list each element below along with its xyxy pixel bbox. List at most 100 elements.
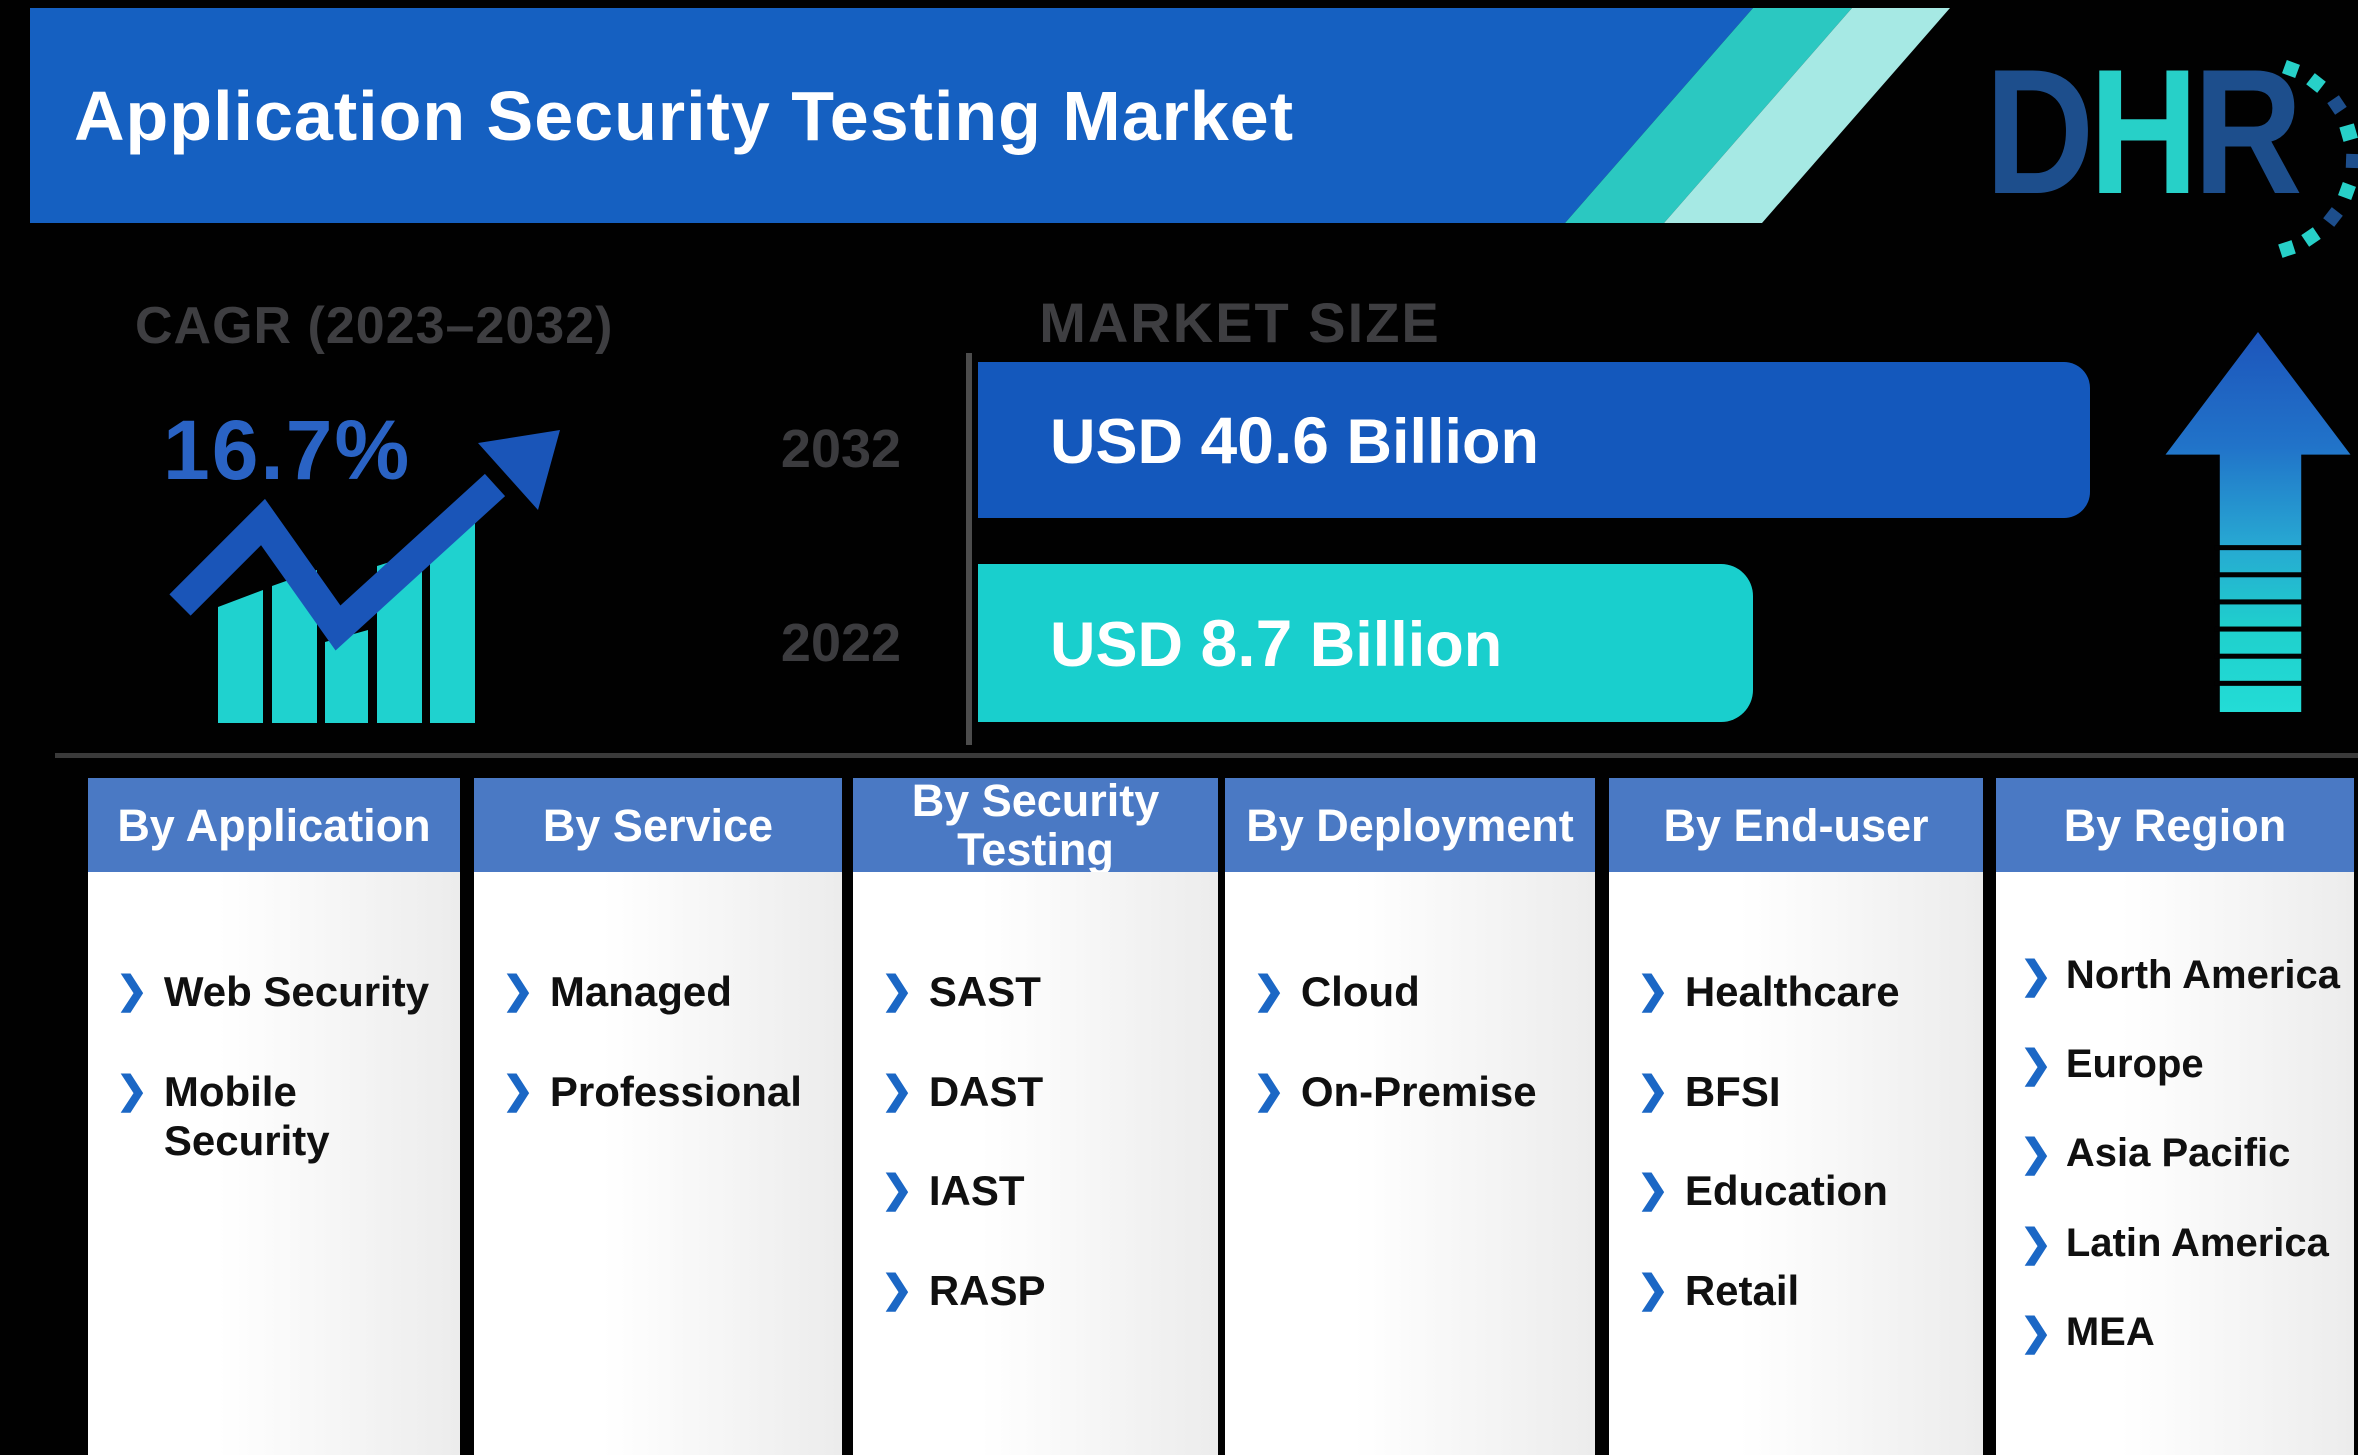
list-item: ❯ North America (2020, 952, 2354, 999)
segment-column-by-application: By Application ❯ Web Security ❯ Mobile Secur… (88, 778, 460, 1455)
list-item: ❯ RASP (881, 1266, 1218, 1316)
list-item: ❯ On-Premise (1253, 1067, 1595, 1117)
list-item: ❯ Professional (502, 1067, 842, 1117)
page-title: Application Security Testing Market (74, 76, 1295, 155)
column-header: By End-user (1609, 778, 1983, 872)
logo-burst-icon (2278, 60, 2358, 258)
column-header: By Application (88, 778, 460, 872)
chevron-right-icon: ❯ (116, 1069, 148, 1112)
column-body: ❯ Managed ❯ Professional (474, 872, 842, 1455)
column-body: ❯ SAST ❯ DAST ❯ IAST ❯ RASP (853, 872, 1218, 1455)
column-body: ❯ North America ❯ Europe ❯ Asia Pacific ❯ Latin… (1996, 872, 2354, 1455)
market-size-bar-2032: USD 40.6 Billion (978, 362, 2090, 518)
chevron-right-icon: ❯ (1637, 970, 1669, 1012)
banner-shape (30, 8, 1950, 223)
logo-letter-d: D (1985, 32, 2094, 231)
chevron-right-icon: ❯ (881, 970, 913, 1012)
list-item-label: BFSI (1684, 1067, 1781, 1115)
segment-column-by-service: By Service ❯ Managed ❯ Professional (474, 778, 842, 1455)
chevron-right-icon: ❯ (2020, 955, 2052, 997)
bar-value-text: USD 40.6 Billion (978, 402, 1539, 478)
list-item: ❯ Retail (1637, 1266, 1983, 1316)
chevron-right-icon: ❯ (502, 970, 534, 1012)
chevron-right-icon: ❯ (1253, 1069, 1285, 1112)
chevron-right-icon: ❯ (1253, 970, 1285, 1012)
chevron-right-icon: ❯ (1637, 1169, 1669, 1212)
chevron-right-icon: ❯ (1637, 1268, 1669, 1311)
chevron-right-icon: ❯ (881, 1069, 913, 1112)
section-divider (55, 753, 2358, 758)
chevron-right-icon: ❯ (1637, 1069, 1669, 1112)
usd-prefix: USD (1050, 407, 1184, 477)
list-item-label: MEA (2065, 1309, 2155, 1354)
list-item: ❯ Managed (502, 967, 842, 1017)
list-item-label: RASP (928, 1266, 1046, 1314)
logo-letter-h: H (2089, 32, 2198, 231)
title-banner: Application Security Testing Market (30, 8, 2358, 223)
list-item-label: On-Premise (1300, 1067, 1537, 1115)
year-label-2022: 2022 (780, 613, 902, 673)
list-item: ❯ Web Security (116, 967, 460, 1017)
chevron-right-icon: ❯ (116, 970, 148, 1012)
column-body: ❯ Healthcare ❯ BFSI ❯ Education ❯ Retail (1609, 872, 1983, 1455)
up-arrow-icon (2165, 332, 2351, 712)
list-item-label: North America (2065, 953, 2340, 997)
chevron-right-icon: ❯ (2020, 1044, 2052, 1087)
list-item-label: IAST (928, 1167, 1025, 1215)
unit-suffix: Billion (1309, 610, 1503, 680)
year-label-2032: 2032 (780, 419, 902, 479)
chevron-right-icon: ❯ (2020, 1311, 2052, 1354)
column-header: By Security Testing (853, 775, 1218, 875)
segment-column-by-end-user: By End-user ❯ Healthcare ❯ BFSI ❯ Education ❯ Re… (1609, 778, 1983, 1455)
column-title: By Deployment (1246, 799, 1574, 851)
value-number: 40.6 (1200, 403, 1329, 477)
list-item: ❯ Healthcare (1637, 967, 1983, 1017)
list-item: ❯ Europe (2020, 1041, 2354, 1088)
list-item-label: Web Security (163, 968, 430, 1015)
list-item-label: Europe (2065, 1042, 2204, 1087)
list-item: ❯ Asia Pacific (2020, 1130, 2354, 1177)
segment-column-by-deployment: By Deployment ❯ Cloud ❯ On-Premise (1225, 778, 1595, 1455)
list-item: ❯ DAST (881, 1067, 1218, 1117)
list-item: ❯ Latin America (2020, 1220, 2354, 1267)
list-item: ❯ Education (1637, 1166, 1983, 1216)
unit-suffix: Billion (1346, 407, 1539, 477)
value-number: 8.7 (1200, 606, 1293, 680)
column-body: ❯ Web Security ❯ Mobile Security (88, 872, 460, 1455)
column-title: By Application (117, 799, 431, 851)
column-header: By Service (474, 778, 842, 872)
column-title: By Region (2063, 799, 2287, 851)
column-title: By Security Testing (911, 775, 1160, 875)
column-body: ❯ Cloud ❯ On-Premise (1225, 872, 1595, 1455)
list-item-label: Retail (1684, 1266, 1800, 1314)
list-item: ❯ Cloud (1253, 967, 1595, 1017)
list-item-label: Healthcare (1684, 968, 1900, 1015)
list-item-label: Asia Pacific (2065, 1131, 2291, 1176)
list-item-label: SAST (928, 968, 1041, 1015)
cagr-label: CAGR (2023–2032) (135, 297, 614, 355)
list-item: ❯ SAST (881, 967, 1218, 1017)
list-item-label: DAST (928, 1067, 1044, 1115)
segment-column-by-region: By Region ❯ North America ❯ Europe ❯ Asia Paci… (1996, 778, 2354, 1455)
column-header: By Deployment (1225, 778, 1595, 872)
list-item-label: Latin America (2065, 1220, 2329, 1265)
chevron-right-icon: ❯ (2020, 1222, 2052, 1265)
list-item: ❯ BFSI (1637, 1067, 1983, 1117)
list-item-label: Professional (549, 1067, 802, 1115)
market-size-bar-2022: USD 8.7 Billion (978, 564, 1753, 722)
list-item: ❯ IAST (881, 1166, 1218, 1216)
dhr-logo: D H R (1985, 32, 2303, 231)
list-item-label: Cloud (1300, 968, 1420, 1015)
cagr-value: 16.7% (163, 403, 412, 497)
column-title: By End-user (1663, 799, 1929, 851)
chevron-right-icon: ❯ (881, 1268, 913, 1311)
list-item-label: Managed (549, 968, 732, 1015)
axis-line (966, 353, 972, 745)
list-item-label: Mobile Security (163, 1067, 330, 1165)
list-item: ❯ MEA (2020, 1309, 2354, 1356)
usd-prefix: USD (1050, 610, 1184, 680)
market-size-title: MARKET SIZE (1039, 291, 1441, 354)
chevron-right-icon: ❯ (2020, 1133, 2052, 1176)
column-title: By Service (542, 799, 774, 851)
